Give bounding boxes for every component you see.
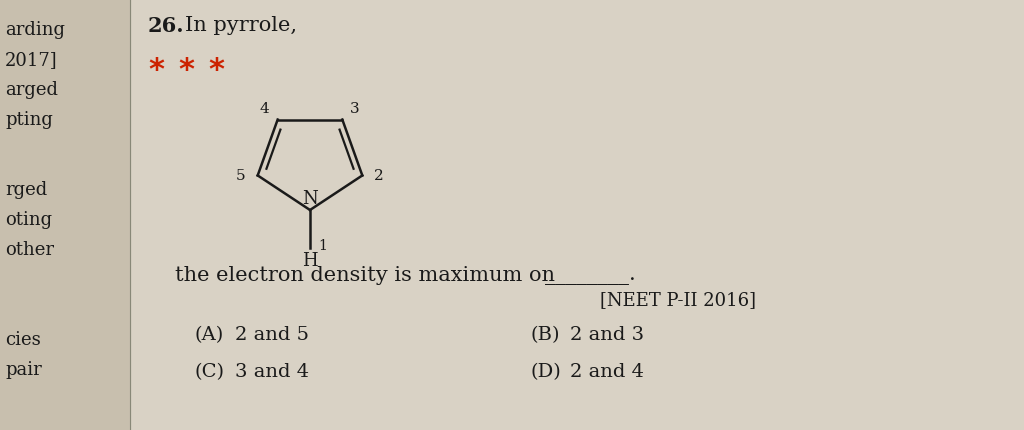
- Text: pting: pting: [5, 111, 53, 129]
- Text: 2 and 4: 2 and 4: [570, 362, 644, 380]
- Text: the electron density is maximum on: the electron density is maximum on: [175, 265, 555, 284]
- Text: other: other: [5, 240, 54, 258]
- Text: ________.: ________.: [545, 265, 636, 284]
- Text: [NEET P-II 2016]: [NEET P-II 2016]: [600, 290, 756, 308]
- Text: 2017]: 2017]: [5, 51, 57, 69]
- Bar: [0, 0, 130, 430]
- Text: 2 and 5: 2 and 5: [234, 325, 309, 343]
- Text: (B): (B): [530, 325, 559, 343]
- Text: arged: arged: [5, 81, 58, 99]
- Text: *: *: [208, 56, 224, 85]
- Text: (D): (D): [530, 362, 561, 380]
- Text: oting: oting: [5, 211, 52, 228]
- Text: cies: cies: [5, 330, 41, 348]
- Text: pair: pair: [5, 360, 42, 378]
- Text: H: H: [302, 252, 317, 269]
- Text: 4: 4: [260, 101, 269, 115]
- Text: In pyrrole,: In pyrrole,: [185, 16, 297, 35]
- Text: *: *: [178, 56, 194, 85]
- Text: 2: 2: [375, 169, 384, 183]
- Text: arding: arding: [5, 21, 65, 39]
- Text: (A): (A): [195, 325, 224, 343]
- Text: 3 and 4: 3 and 4: [234, 362, 309, 380]
- Text: rged: rged: [5, 181, 47, 199]
- Text: 5: 5: [237, 169, 246, 183]
- Text: 1: 1: [318, 239, 327, 252]
- Text: 3: 3: [350, 101, 360, 115]
- Text: (C): (C): [195, 362, 225, 380]
- Text: 2 and 3: 2 and 3: [570, 325, 644, 343]
- Text: 26.: 26.: [148, 16, 184, 36]
- Text: N: N: [302, 190, 317, 208]
- Text: *: *: [148, 56, 164, 85]
